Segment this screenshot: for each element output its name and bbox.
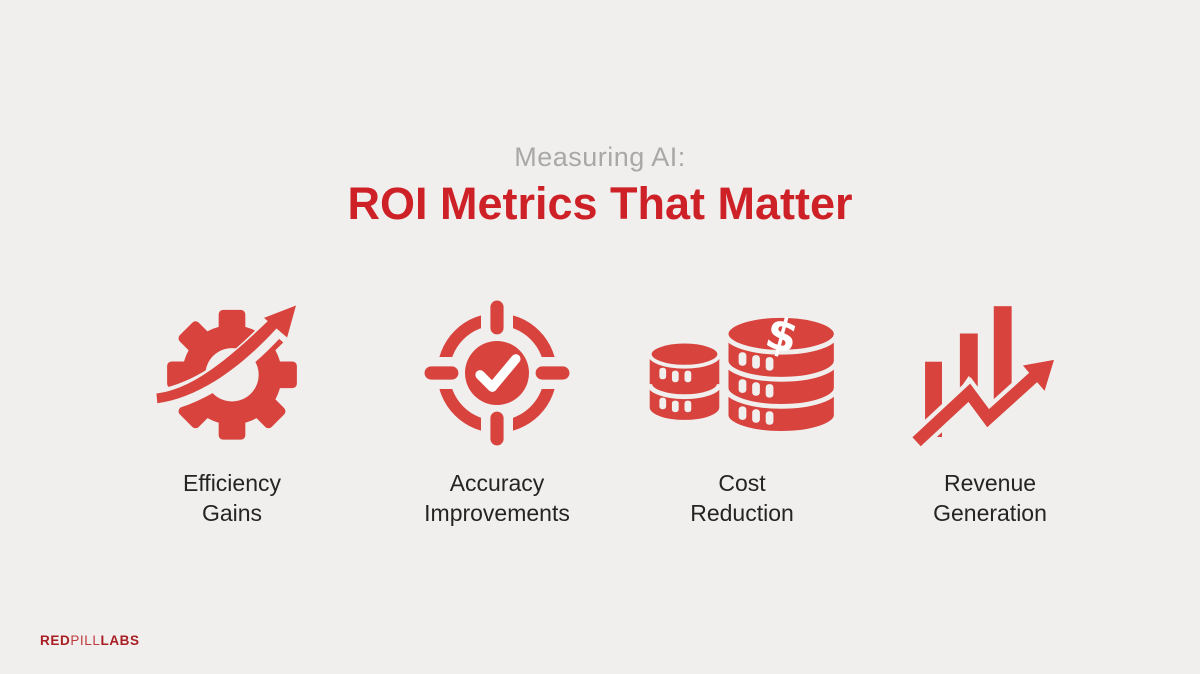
metric-column-accuracy-improvements: Accuracy Improvements xyxy=(367,287,627,528)
metric-label: Cost Reduction xyxy=(612,468,872,528)
brand-part-pill: PILL xyxy=(70,633,101,648)
brand-part-red: RED xyxy=(40,633,71,648)
metric-label-line: Gains xyxy=(201,500,263,526)
icon-box xyxy=(102,287,362,459)
metric-label: Revenue Generation xyxy=(860,468,1120,528)
metric-label: Efficiency Gains xyxy=(102,468,362,528)
icon-box xyxy=(367,287,627,459)
metric-label-line: Generation xyxy=(933,500,1047,526)
metric-label: Accuracy Improvements xyxy=(367,468,627,528)
metric-column-cost-reduction: $ Cost Reduction xyxy=(612,287,872,528)
brand-part-labs: LABS xyxy=(100,633,140,648)
metric-label-line: Accuracy xyxy=(449,470,545,496)
metric-column-revenue-generation: Revenue Generation xyxy=(860,287,1120,528)
metric-label-line: Efficiency xyxy=(182,470,281,496)
metric-label-line: Improvements xyxy=(424,500,570,526)
page-title: ROI Metrics That Matter xyxy=(347,178,853,229)
icon-box xyxy=(860,287,1120,459)
gear-growth-arrow-icon xyxy=(153,299,303,440)
brand-logo: REDPILLLABS xyxy=(40,633,140,648)
metric-label-line: Cost xyxy=(718,470,766,496)
bar-chart-up-arrow-icon xyxy=(909,306,1061,450)
header: Measuring AI: ROI Metrics That Matter xyxy=(0,140,1200,229)
icon-box: $ xyxy=(612,287,872,459)
kicker-text: Measuring AI: xyxy=(514,142,686,172)
metric-label-line: Revenue xyxy=(943,470,1037,496)
coin-stacks-dollar-icon: $ xyxy=(646,307,839,436)
metric-label-line: Reduction xyxy=(690,500,794,526)
metric-column-efficiency-gains: Efficiency Gains xyxy=(102,287,362,528)
target-checkmark-icon xyxy=(424,300,570,446)
